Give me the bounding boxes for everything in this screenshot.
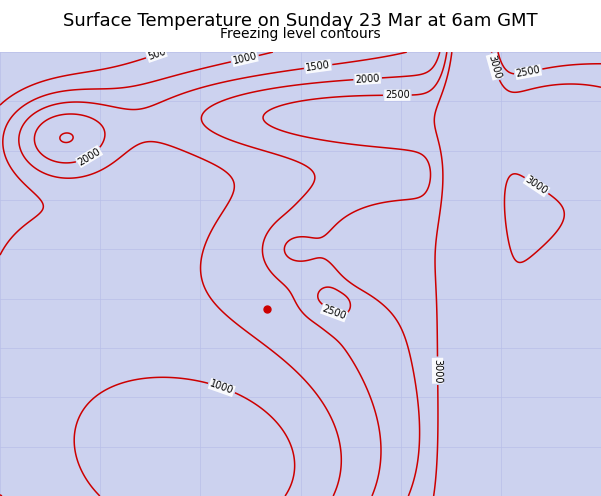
Text: Surface Temperature on Sunday 23 Mar at 6am GMT: Surface Temperature on Sunday 23 Mar at …	[63, 12, 538, 30]
Text: 2000: 2000	[76, 146, 102, 167]
Text: 500: 500	[146, 47, 167, 62]
Text: 2500: 2500	[321, 304, 347, 321]
Text: 3000: 3000	[523, 175, 549, 196]
Text: Freezing level contours: Freezing level contours	[220, 27, 381, 41]
Text: 3000: 3000	[487, 54, 503, 80]
Text: 3000: 3000	[433, 359, 443, 383]
Text: 2000: 2000	[355, 73, 380, 84]
Text: 2500: 2500	[385, 90, 410, 100]
Text: 1000: 1000	[209, 378, 235, 396]
Text: 2500: 2500	[515, 65, 542, 79]
Text: 1000: 1000	[232, 51, 258, 66]
Text: 1500: 1500	[305, 60, 331, 73]
